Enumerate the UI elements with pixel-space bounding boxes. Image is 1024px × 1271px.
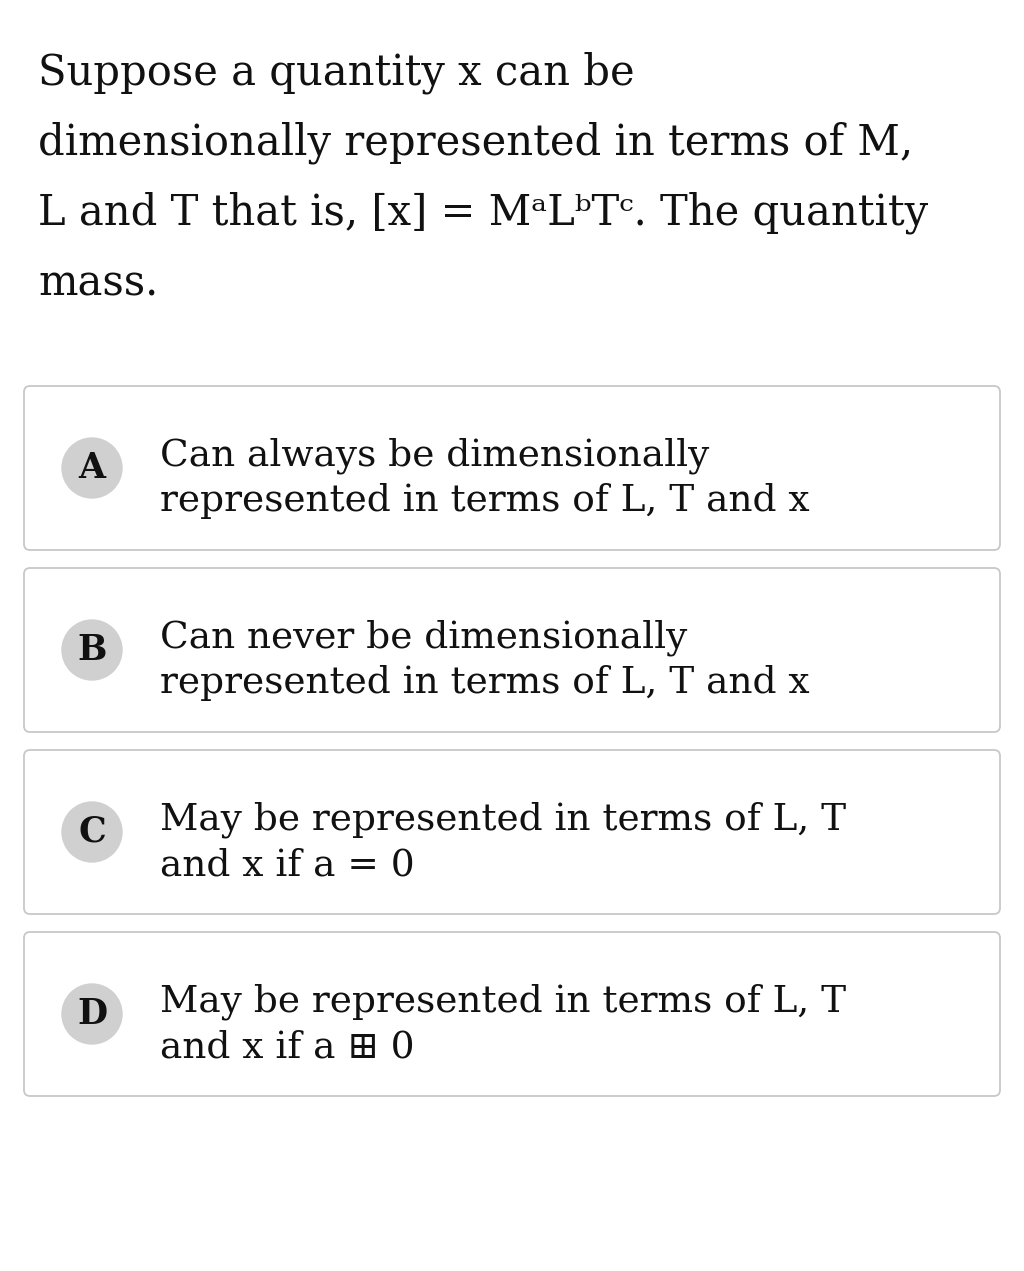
Text: L and T that is, [x] = MᵃLᵇTᶜ. The quantity: L and T that is, [x] = MᵃLᵇTᶜ. The quant… (38, 192, 928, 235)
FancyBboxPatch shape (24, 386, 1000, 550)
Text: dimensionally represented in terms of M,: dimensionally represented in terms of M, (38, 122, 913, 164)
Circle shape (62, 802, 122, 862)
Text: May be represented in terms of L, T: May be represented in terms of L, T (160, 802, 846, 838)
Text: and x if a = 0: and x if a = 0 (160, 848, 415, 883)
Text: May be represented in terms of L, T: May be represented in terms of L, T (160, 984, 846, 1021)
Text: C: C (78, 815, 105, 849)
Text: Can never be dimensionally: Can never be dimensionally (160, 619, 687, 656)
Text: represented in terms of L, T and x: represented in terms of L, T and x (160, 665, 810, 702)
FancyBboxPatch shape (24, 932, 1000, 1096)
Text: and x if a ⊞ 0: and x if a ⊞ 0 (160, 1030, 415, 1065)
Text: Suppose a quantity x can be: Suppose a quantity x can be (38, 52, 635, 94)
Text: B: B (78, 633, 106, 667)
FancyBboxPatch shape (24, 750, 1000, 914)
FancyBboxPatch shape (24, 568, 1000, 732)
Text: A: A (79, 451, 105, 486)
Text: represented in terms of L, T and x: represented in terms of L, T and x (160, 483, 810, 519)
Circle shape (62, 620, 122, 680)
Text: Can always be dimensionally: Can always be dimensionally (160, 437, 710, 474)
Circle shape (62, 984, 122, 1043)
Text: mass.: mass. (38, 262, 159, 304)
Circle shape (62, 438, 122, 498)
Text: D: D (77, 996, 108, 1031)
